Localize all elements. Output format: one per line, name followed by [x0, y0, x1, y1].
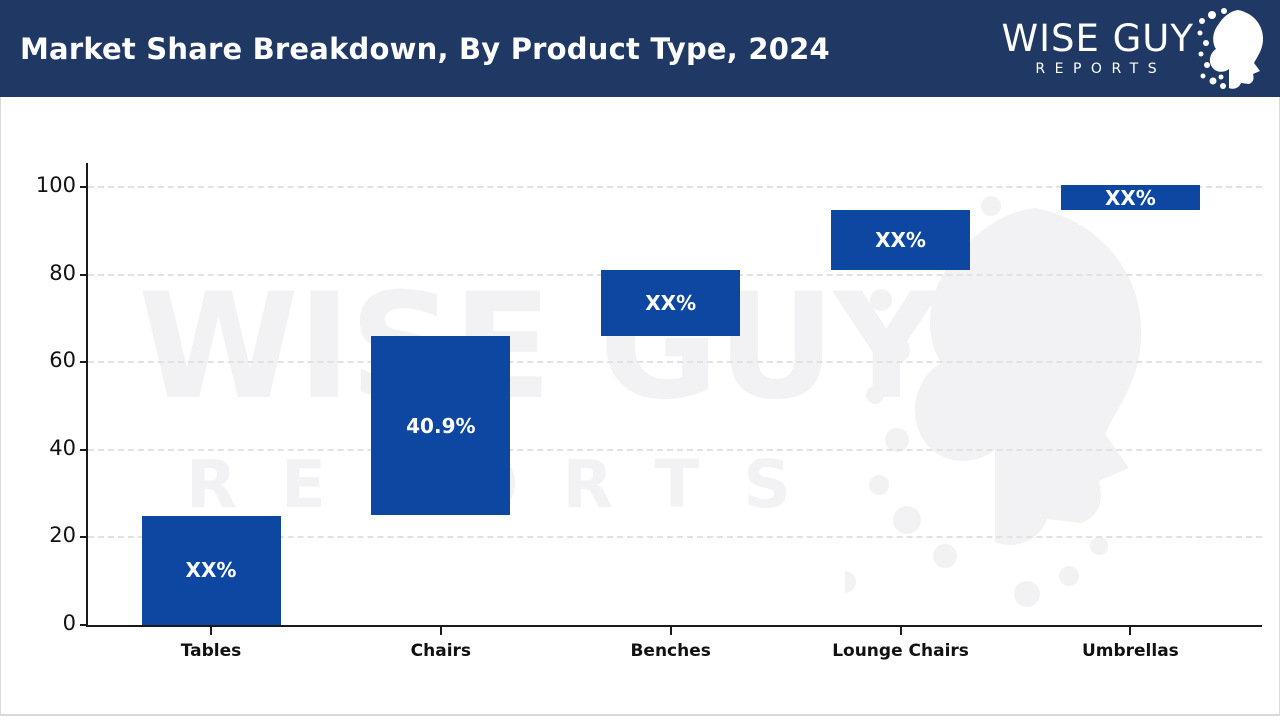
x-tick-mark [669, 627, 672, 635]
plot-area: 0 20 40 60 80 100 XX% Tables 40.9% Chairs XX% Bench… [0, 97, 1280, 714]
logo-text: WISE GUY REPORTS [1001, 17, 1194, 77]
bar-value-label: 40.9% [406, 413, 476, 438]
frame-border-left [0, 97, 1, 716]
y-tick-label: 0 [62, 611, 76, 635]
x-tick-mark [439, 627, 442, 635]
y-tick-label: 40 [49, 435, 76, 460]
bar-value-label: XX% [645, 291, 697, 316]
bar-tables: XX% [141, 515, 281, 625]
logo-head-icon [1197, 7, 1264, 89]
bar-umbrellas: XX% [1060, 185, 1200, 211]
x-category-label: Lounge Chairs [832, 641, 969, 661]
x-category-label: Benches [630, 641, 711, 661]
y-tick-label: 80 [49, 260, 76, 285]
gridline [88, 361, 1262, 364]
logo-wordmark: WISE GUY [1001, 17, 1194, 61]
y-tick-mark [80, 273, 88, 276]
y-tick-mark [80, 536, 88, 539]
y-tick-mark [80, 361, 88, 364]
gridline [88, 536, 1262, 539]
bar-value-label: XX% [185, 558, 237, 583]
bar-benches: XX% [601, 270, 741, 337]
x-tick-mark [1129, 627, 1132, 635]
x-category-label: Umbrellas [1081, 641, 1179, 661]
gridline [88, 186, 1262, 188]
frame-border-bottom [0, 714, 1280, 716]
bar-value-label: XX% [875, 228, 926, 253]
y-tick-label: 60 [49, 348, 76, 373]
y-tick-mark [80, 186, 88, 188]
y-tick-mark [80, 624, 88, 626]
bar-lounge-chairs: XX% [831, 210, 971, 271]
logo-subtitle: REPORTS [1035, 60, 1167, 77]
wise-guy-logo: WISE GUY REPORTS [1002, 7, 1268, 91]
page-title: Market Share Breakdown, By Product Type,… [20, 31, 830, 66]
y-tick-mark [80, 448, 88, 451]
y-tick-label: 20 [49, 523, 76, 548]
x-axis-line [86, 625, 1262, 627]
bar-chairs: 40.9% [371, 336, 511, 516]
gridline [88, 448, 1262, 451]
y-tick-label: 100 [35, 173, 76, 197]
header-band: Market Share Breakdown, By Product Type,… [0, 0, 1280, 97]
x-category-label: Tables [180, 641, 242, 661]
x-tick-mark [210, 627, 212, 635]
x-category-label: Chairs [410, 641, 472, 661]
y-axis-line [86, 163, 88, 627]
bar-value-label: XX% [1104, 185, 1156, 210]
x-tick-mark [899, 627, 902, 635]
